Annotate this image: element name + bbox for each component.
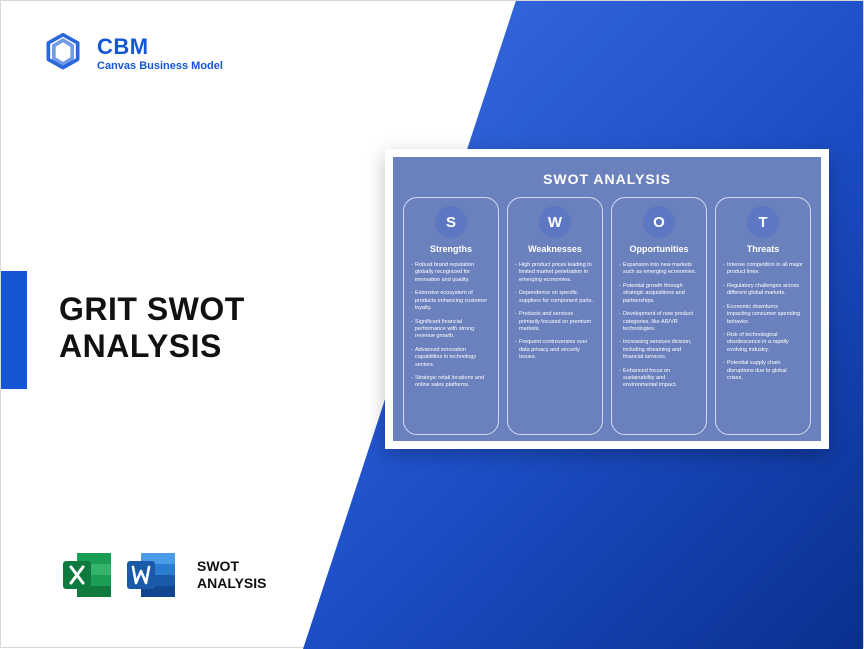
swot-item: Risk of technological obsolescence in a … [723, 332, 803, 354]
swot-columns: S Strengths Robust brand reputation global… [403, 197, 811, 435]
swot-item: Products and services primarily focused … [515, 311, 595, 333]
brand-logo-block: CBM Canvas Business Model [41, 31, 223, 75]
swot-heading: Strengths [430, 244, 472, 254]
footer-label-line-2: ANALYSIS [197, 575, 267, 592]
swot-circle-w: W [539, 206, 571, 238]
swot-item: Robust brand reputation globally recogni… [411, 262, 491, 284]
swot-item: Regulatory challenges across different g… [723, 283, 803, 298]
swot-item: Advanced innovation capabilities in tech… [411, 347, 491, 369]
swot-item: Strategic retail locations and online sa… [411, 375, 491, 390]
swot-item: Intense competition in all major product… [723, 262, 803, 277]
swot-item: Dependence on specific suppliers for com… [515, 290, 595, 305]
swot-card: SWOT ANALYSIS S Strengths Robust brand rep… [385, 149, 829, 449]
footer-label: SWOT ANALYSIS [197, 558, 267, 592]
swot-item: Potential growth through strategic acqui… [619, 283, 699, 305]
word-icon [123, 547, 179, 603]
swot-item: High product prices leading to limited m… [515, 262, 595, 284]
swot-item: Enhanced focus on sustainability and env… [619, 368, 699, 390]
swot-column-w: W Weaknesses High product prices leading t… [507, 197, 603, 435]
footer-block: SWOT ANALYSIS [59, 547, 267, 603]
swot-item: Potential supply chain disruptions due t… [723, 360, 803, 382]
swot-item: Significant financial performance with s… [411, 319, 491, 341]
swot-heading: Threats [747, 244, 780, 254]
swot-item: Extensive ecosystem of products enhancin… [411, 290, 491, 312]
swot-items: Robust brand reputation globally recogni… [411, 262, 491, 396]
swot-circle-s: S [435, 206, 467, 238]
swot-circle-o: O [643, 206, 675, 238]
brand-tagline: Canvas Business Model [97, 60, 223, 72]
swot-column-o: O Opportunities Expansion into new markets… [611, 197, 707, 435]
swot-item: Expansion into new markets such as emerg… [619, 262, 699, 277]
swot-items: Expansion into new markets such as emerg… [619, 262, 699, 396]
brand-name: CBM [97, 34, 223, 60]
title-line-2: ANALYSIS [59, 328, 245, 365]
footer-label-line-1: SWOT [197, 558, 267, 575]
swot-heading: Opportunities [630, 244, 689, 254]
swot-card-inner: SWOT ANALYSIS S Strengths Robust brand rep… [393, 157, 821, 441]
swot-item: Development of new product categories, l… [619, 311, 699, 333]
swot-heading: Weaknesses [528, 244, 582, 254]
swot-item: Frequent controversies over data privacy… [515, 339, 595, 361]
page-title: GRIT SWOT ANALYSIS [59, 291, 245, 365]
swot-item: Increasing services division, including … [619, 339, 699, 361]
swot-column-t: T Threats Intense competition in all major… [715, 197, 811, 435]
title-line-1: GRIT SWOT [59, 291, 245, 328]
hex-logo-icon [41, 31, 85, 75]
swot-circle-t: T [747, 206, 779, 238]
swot-item: Economic downturns impacting consumer sp… [723, 304, 803, 326]
swot-card-title: SWOT ANALYSIS [403, 171, 811, 187]
swot-column-s: S Strengths Robust brand reputation global… [403, 197, 499, 435]
excel-icon [59, 547, 115, 603]
swot-items: Intense competition in all major product… [723, 262, 803, 388]
left-accent-bar [1, 271, 27, 389]
swot-items: High product prices leading to limited m… [515, 262, 595, 368]
